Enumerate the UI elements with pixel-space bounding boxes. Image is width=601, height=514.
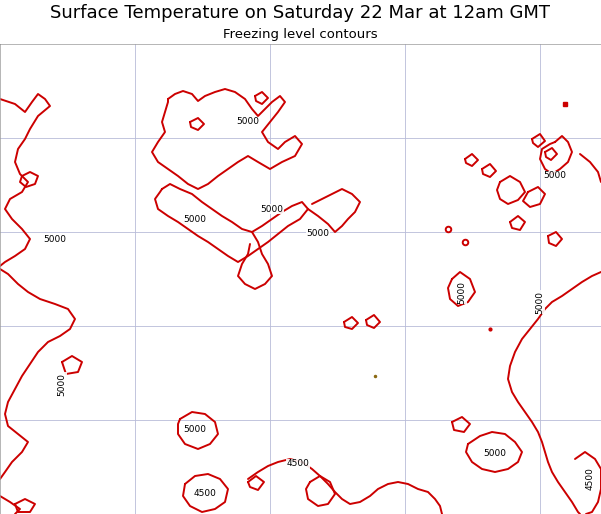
Text: 5000: 5000 [457, 281, 466, 303]
Text: 5000: 5000 [237, 118, 260, 126]
Text: 5000: 5000 [260, 205, 284, 213]
Text: 4500: 4500 [585, 468, 594, 490]
Text: 5000: 5000 [43, 234, 67, 244]
Text: 5000: 5000 [543, 172, 567, 180]
Text: 5000: 5000 [58, 373, 67, 395]
Text: 5000: 5000 [307, 229, 329, 238]
Text: 5000: 5000 [483, 450, 507, 458]
Text: Surface Temperature on Saturday 22 Mar at 12am GMT: Surface Temperature on Saturday 22 Mar a… [50, 4, 551, 22]
Text: 5000: 5000 [183, 214, 207, 224]
Text: 4500: 4500 [194, 489, 216, 499]
Text: 5000: 5000 [535, 290, 545, 314]
Text: 5000: 5000 [183, 425, 207, 433]
Text: Freezing level contours: Freezing level contours [223, 28, 378, 41]
Text: 4500: 4500 [287, 460, 310, 468]
